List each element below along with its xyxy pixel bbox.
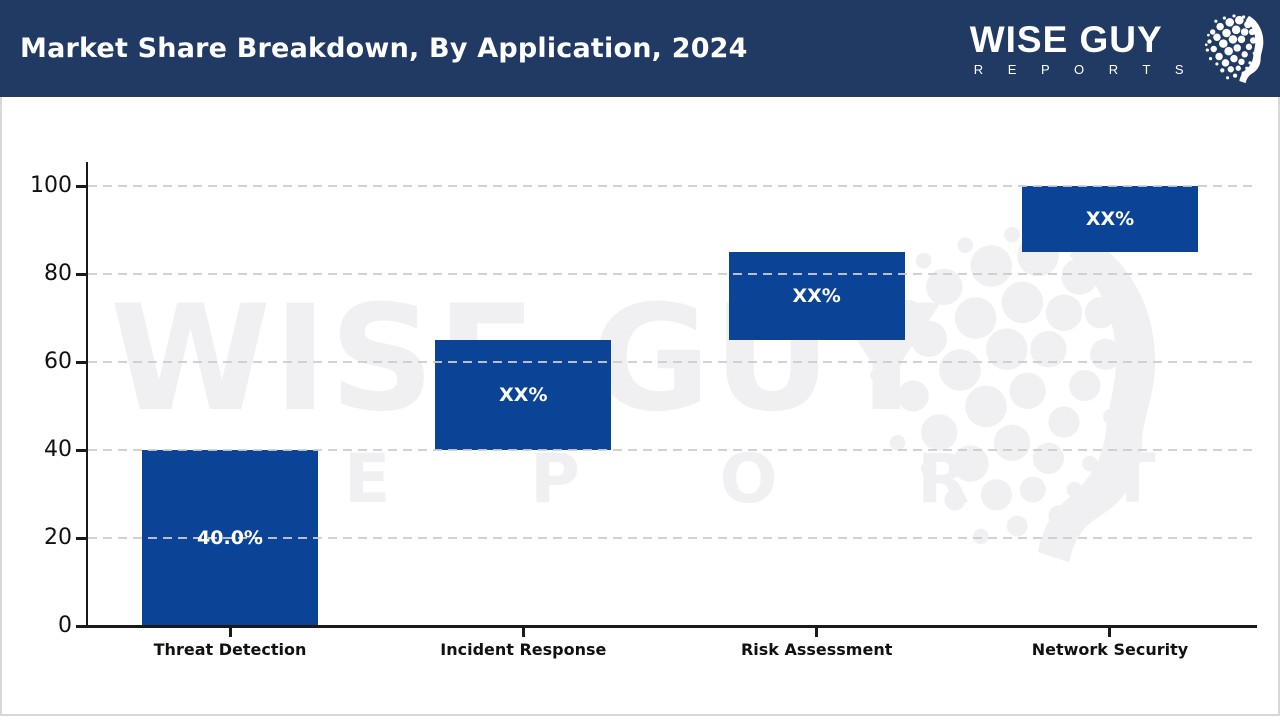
x-tick-2 bbox=[521, 628, 525, 637]
y-tick-60 bbox=[76, 361, 86, 364]
x-category-label: Risk Assessment bbox=[740, 640, 893, 659]
page-title: Market Share Breakdown, By Application, … bbox=[20, 33, 748, 64]
header-bar: Market Share Breakdown, By Application, … bbox=[0, 0, 1280, 97]
y-tick-0 bbox=[76, 625, 86, 628]
x-category-label: Threat Detection bbox=[153, 640, 307, 659]
y-tick-label-100: 100 bbox=[30, 173, 72, 198]
x-tick-4 bbox=[1108, 628, 1112, 637]
x-category-label: Incident Response bbox=[440, 640, 607, 659]
bar-incident-response bbox=[435, 340, 612, 450]
x-tick-1 bbox=[228, 628, 232, 637]
y-axis-spine bbox=[86, 162, 88, 628]
y-tick-label-20: 20 bbox=[44, 525, 72, 550]
logo-text: WISE GUY R E P O R T S bbox=[970, 21, 1194, 77]
gridline-80 bbox=[88, 273, 1255, 275]
y-tick-20 bbox=[76, 537, 86, 540]
y-tick-label-60: 60 bbox=[44, 349, 72, 374]
y-tick-label-0: 0 bbox=[58, 613, 72, 638]
y-tick-label-80: 80 bbox=[44, 261, 72, 286]
gridline-20 bbox=[88, 537, 1255, 539]
bar-value-label: XX% bbox=[792, 285, 841, 307]
logo-head-dots-icon bbox=[1202, 12, 1266, 86]
x-category-label: Network Security bbox=[1031, 640, 1189, 659]
bar-value-label: 40.0% bbox=[197, 527, 263, 549]
bar-value-label: XX% bbox=[499, 384, 548, 406]
wise-guy-reports-logo: WISE GUY R E P O R T S bbox=[970, 12, 1266, 86]
x-axis-spine bbox=[86, 625, 1257, 628]
y-tick-40 bbox=[76, 449, 86, 452]
bar-value-label: XX% bbox=[1085, 208, 1135, 230]
y-tick-80 bbox=[76, 273, 86, 276]
gridline-40 bbox=[88, 449, 1255, 451]
gridline-60 bbox=[88, 361, 1255, 363]
logo-subtitle: R E P O R T S bbox=[973, 61, 1194, 77]
y-tick-label-40: 40 bbox=[44, 437, 72, 462]
gridline-100 bbox=[88, 185, 1255, 187]
y-tick-100 bbox=[76, 185, 86, 188]
logo-wordmark: WISE GUY bbox=[969, 18, 1163, 60]
x-tick-3 bbox=[815, 628, 819, 637]
